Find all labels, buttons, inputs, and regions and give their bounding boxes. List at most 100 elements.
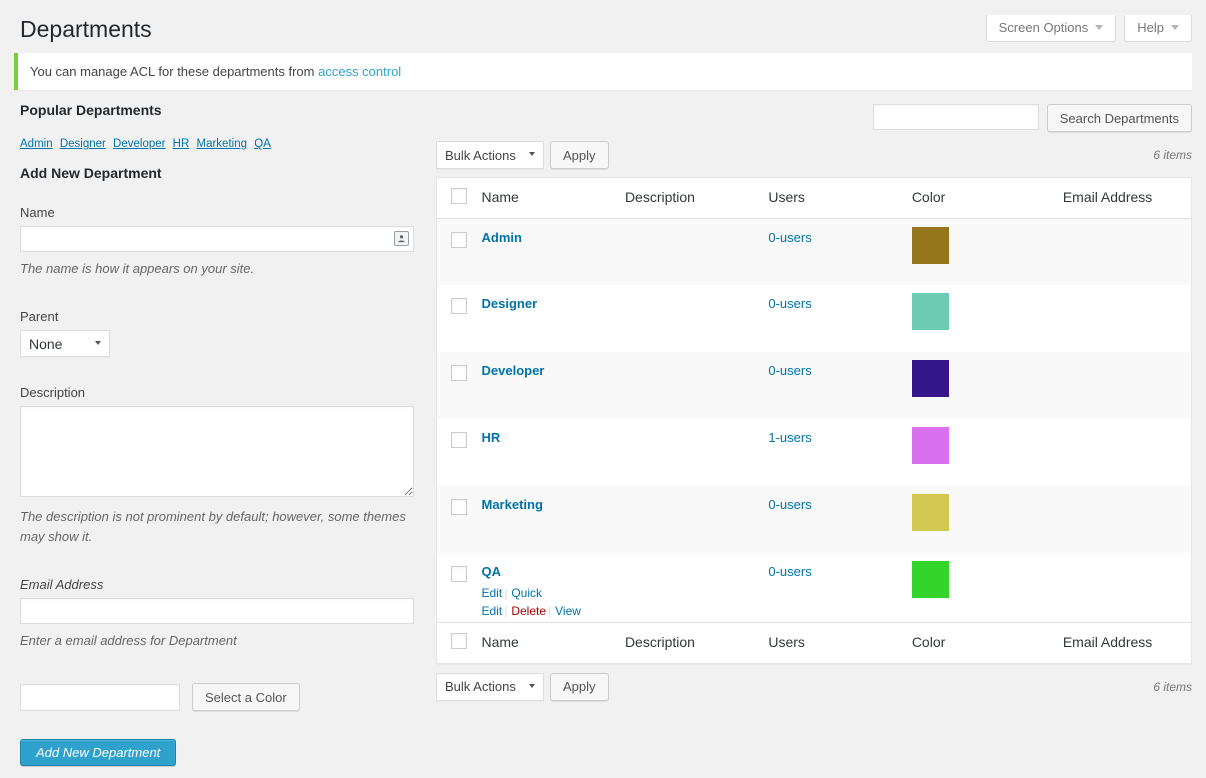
column-header-color: Color bbox=[901, 622, 1053, 664]
tag-link-hr[interactable]: HR bbox=[172, 138, 190, 150]
department-name-link[interactable]: Developer bbox=[481, 363, 545, 379]
color-field[interactable] bbox=[20, 683, 180, 711]
department-users-link[interactable]: 1-users bbox=[768, 430, 812, 446]
row-checkbox[interactable] bbox=[451, 365, 467, 382]
select-all-checkbox[interactable] bbox=[451, 633, 467, 650]
view-link[interactable]: View bbox=[555, 604, 581, 619]
table-row-hr: HR 1-users bbox=[437, 419, 1192, 486]
row-checkbox[interactable] bbox=[451, 499, 467, 516]
action-separator: | bbox=[504, 586, 508, 601]
screen-options-button[interactable]: Screen Options bbox=[985, 15, 1117, 42]
apply-button[interactable]: Apply bbox=[550, 141, 609, 169]
add-department-panel: Popular Departments Admin Designer Devel… bbox=[14, 102, 414, 767]
apply-button-bottom[interactable]: Apply bbox=[550, 672, 609, 701]
department-color-swatch bbox=[911, 494, 949, 532]
chevron-down-icon bbox=[1095, 25, 1104, 30]
row-checkbox[interactable] bbox=[451, 298, 467, 315]
page-title: Departments bbox=[20, 16, 152, 42]
table-row-designer: Designer 0-users bbox=[437, 285, 1192, 352]
department-users-link[interactable]: 0-users bbox=[768, 229, 812, 245]
access-control-link[interactable]: access control bbox=[318, 64, 402, 79]
department-description bbox=[615, 218, 758, 285]
select-color-button[interactable]: Select a Color bbox=[192, 683, 300, 712]
department-email bbox=[1053, 352, 1192, 419]
add-new-department-heading: Add New Department bbox=[20, 164, 162, 181]
page-wrap: Departments You can manage ACL for these… bbox=[0, 15, 1206, 767]
table-row-developer: Developer 0-users bbox=[436, 352, 1192, 420]
search-departments-button[interactable]: Search Departments bbox=[1046, 104, 1192, 132]
parent-select[interactable]: None bbox=[20, 330, 110, 358]
department-name-link[interactable]: HR bbox=[481, 430, 501, 446]
row-actions: Edit | Quick Edit | Delete | View bbox=[482, 579, 605, 620]
tag-link-developer[interactable]: Developer bbox=[113, 138, 166, 150]
column-header-name: Name bbox=[471, 177, 615, 219]
department-description bbox=[615, 285, 758, 352]
department-name-link[interactable]: Admin bbox=[481, 229, 522, 245]
table-row-qa: QA Edit | Quick Edit | Delete | View 0-users bbox=[437, 553, 1192, 623]
column-header-email: Email Address bbox=[1052, 622, 1192, 664]
name-help-text: The name is how it appears on your site. bbox=[20, 260, 255, 276]
column-header-description: Description bbox=[614, 622, 759, 664]
select-all-checkbox[interactable] bbox=[451, 188, 467, 204]
tag-link-marketing[interactable]: Marketing bbox=[196, 138, 248, 150]
bulk-actions-select[interactable]: Bulk Actions bbox=[436, 141, 544, 169]
add-new-department-button[interactable]: Add New Department bbox=[20, 739, 177, 767]
department-description bbox=[615, 553, 758, 623]
name-field[interactable] bbox=[20, 225, 414, 252]
acl-notice: You can manage ACL for these departments… bbox=[14, 53, 1192, 90]
delete-link[interactable]: Delete bbox=[511, 604, 546, 619]
autofill-contact-icon[interactable] bbox=[394, 230, 409, 246]
department-description bbox=[615, 486, 758, 553]
tag-link-designer[interactable]: Designer bbox=[59, 138, 106, 150]
department-name-link[interactable]: Designer bbox=[481, 296, 538, 312]
name-label: Name bbox=[20, 204, 55, 220]
table-row-marketing: Marketing 0-users bbox=[436, 486, 1192, 554]
department-users-link[interactable]: 0-users bbox=[768, 296, 812, 312]
row-checkbox[interactable] bbox=[451, 231, 467, 248]
bulk-actions-select-bottom[interactable]: Bulk Actions bbox=[436, 672, 544, 701]
description-help-text: The description is not prominent by defa… bbox=[20, 509, 406, 545]
row-checkbox[interactable] bbox=[451, 566, 467, 583]
table-header-row: Name Description Users Color Email Addre… bbox=[436, 177, 1192, 219]
department-users-link[interactable]: 0-users bbox=[768, 363, 812, 379]
popular-departments-heading: Popular Departments bbox=[20, 102, 162, 118]
row-checkbox[interactable] bbox=[451, 432, 467, 449]
quick-edit-link[interactable]: Quick Edit bbox=[481, 586, 543, 619]
department-users-link[interactable]: 0-users bbox=[768, 564, 812, 580]
parent-label: Parent bbox=[20, 309, 59, 325]
table-row-admin: Admin 0-users bbox=[436, 218, 1192, 286]
department-email bbox=[1053, 553, 1192, 623]
column-header-color: Color bbox=[901, 177, 1053, 219]
department-users-link[interactable]: 0-users bbox=[768, 497, 812, 513]
search-input[interactable] bbox=[872, 104, 1039, 130]
tablenav-top: Bulk Actions Apply 6 items bbox=[436, 141, 1192, 169]
email-help-text: Enter a email address for Department bbox=[20, 633, 237, 649]
department-color-swatch bbox=[911, 427, 949, 465]
tag-link-admin[interactable]: Admin bbox=[20, 138, 53, 150]
items-count: 6 items bbox=[1153, 148, 1192, 162]
search-box: Search Departments bbox=[436, 104, 1192, 132]
department-color-swatch bbox=[911, 360, 949, 398]
tag-link-qa[interactable]: QA bbox=[254, 138, 271, 150]
items-count-bottom: 6 items bbox=[1153, 679, 1192, 694]
action-separator: | bbox=[548, 604, 552, 619]
email-field[interactable] bbox=[20, 598, 414, 625]
department-color-swatch bbox=[911, 293, 949, 331]
department-name-link[interactable]: Marketing bbox=[481, 497, 543, 513]
email-address-label: Email Address bbox=[20, 577, 104, 593]
departments-table: Name Description Users Color Email Addre… bbox=[436, 177, 1192, 664]
edit-link[interactable]: Edit bbox=[481, 586, 503, 601]
description-field[interactable] bbox=[20, 406, 414, 498]
screen-options-label: Screen Options bbox=[998, 20, 1089, 35]
help-button[interactable]: Help bbox=[1124, 15, 1192, 42]
department-color-swatch bbox=[911, 226, 949, 264]
column-header-users: Users bbox=[758, 177, 902, 219]
column-header-description: Description bbox=[614, 177, 759, 219]
column-header-users: Users bbox=[758, 622, 902, 664]
department-email bbox=[1053, 285, 1192, 352]
department-name-link[interactable]: QA bbox=[481, 564, 502, 580]
departments-list-panel: Search Departments Bulk Actions Apply 6 … bbox=[436, 102, 1192, 701]
department-email bbox=[1053, 486, 1192, 553]
description-label: Description bbox=[20, 385, 86, 401]
department-description bbox=[615, 419, 758, 486]
